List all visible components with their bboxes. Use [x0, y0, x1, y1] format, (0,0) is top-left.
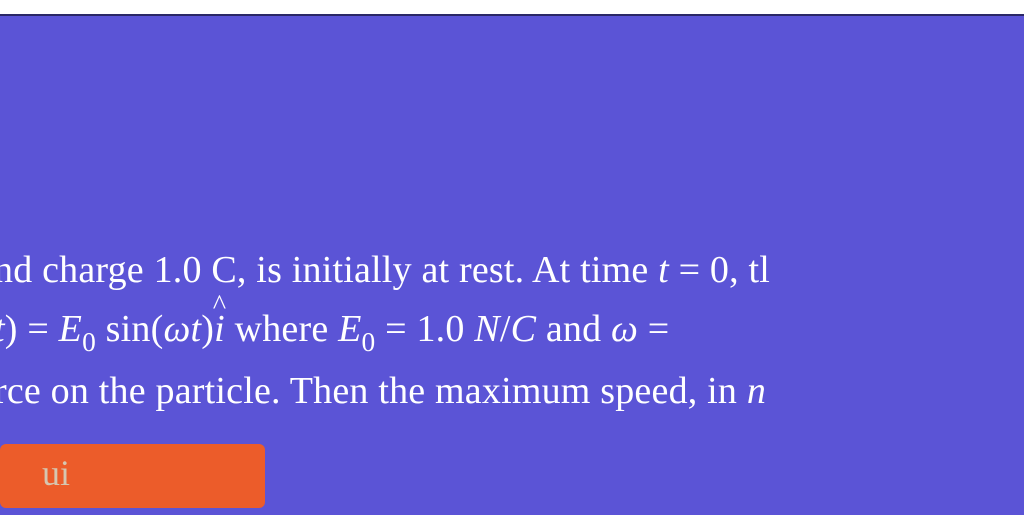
text-line-3: rce on the particle. Then the maximum sp… [0, 362, 1024, 421]
eq-end: = [638, 308, 669, 350]
i-hat: ^i [214, 300, 225, 359]
sin-open: sin( [96, 308, 164, 350]
and-text: and [536, 308, 611, 350]
paren-eq: ) = [5, 308, 59, 350]
text-line-2: t) = E0 sin(ωt)^i where E0 = 1.0 N/C and… [0, 300, 1024, 362]
line3-text: rce on the particle. Then the maximum sp… [0, 370, 747, 412]
ui-button[interactable]: ui [0, 444, 265, 508]
var-t3: t [191, 308, 202, 350]
slash: / [500, 308, 511, 350]
sub-0-2: 0 [362, 327, 376, 357]
line1-text: nd charge 1.0 C, is initially at rest. A… [0, 249, 658, 291]
sub-0: 0 [82, 327, 96, 357]
unit-N: N [474, 308, 500, 350]
eq-val: = 1.0 [375, 308, 474, 350]
where-text: where [225, 308, 338, 350]
hat-icon: ^ [213, 284, 227, 328]
var-t: t [658, 249, 669, 291]
question-text: nd charge 1.0 C, is initially at rest. A… [0, 241, 1024, 421]
var-omega2: ω [611, 308, 638, 350]
text-line-1: nd charge 1.0 C, is initially at rest. A… [0, 241, 1024, 300]
var-n: n [747, 370, 766, 412]
var-E2: E [338, 308, 361, 350]
unit-C: C [511, 308, 537, 350]
var-E: E [59, 308, 82, 350]
line1-eq: = 0, tl [669, 249, 770, 291]
ui-button-label: ui [42, 452, 70, 494]
var-omega: ω [163, 308, 190, 350]
question-panel: nd charge 1.0 C, is initially at rest. A… [0, 14, 1024, 515]
